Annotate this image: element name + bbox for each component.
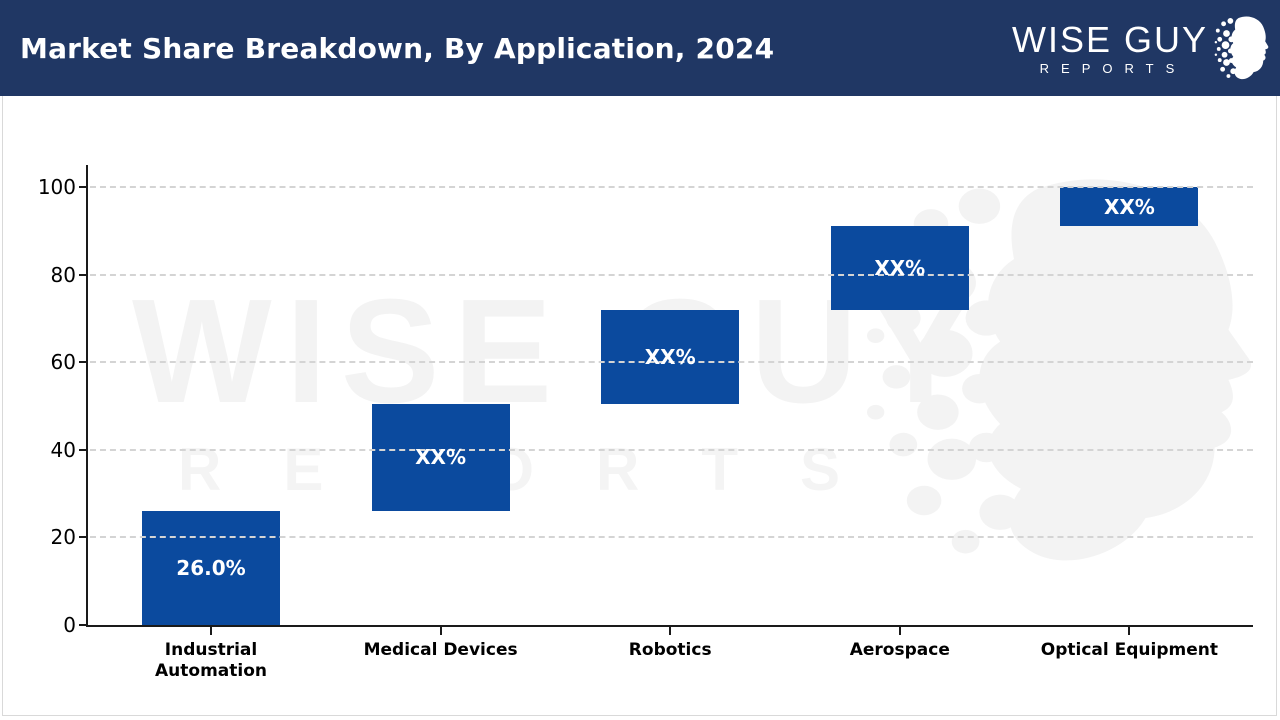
bar: XX% — [601, 309, 740, 404]
y-tick-label: 0 — [63, 613, 76, 637]
x-tick — [1128, 627, 1131, 635]
y-tick-label: 80 — [50, 262, 76, 287]
brand-subtitle: REPORTS — [1039, 60, 1187, 76]
page-border-bottom — [2, 715, 1277, 716]
watermark-text: WISE GUY — [132, 269, 985, 434]
x-tick — [898, 627, 901, 635]
gridline — [90, 361, 1253, 364]
gridline — [90, 448, 1253, 451]
bar-value-label: 26.0% — [176, 556, 246, 581]
x-axis-line — [86, 625, 1253, 627]
wiseguy-head-icon — [1214, 16, 1269, 80]
y-tick-label: 40 — [50, 437, 76, 462]
y-tick — [79, 448, 87, 451]
bar: 26.0% — [142, 511, 280, 625]
bar-value-label: XX% — [874, 256, 926, 281]
x-tick-label: Aerospace — [849, 640, 950, 660]
x-tick — [439, 627, 442, 635]
page-border-left — [2, 96, 3, 716]
gridline — [90, 186, 1253, 188]
y-tick — [79, 186, 87, 188]
page-title: Market Share Breakdown, By Application, … — [20, 31, 775, 65]
bar-value-label: XX% — [415, 445, 467, 470]
y-tick — [79, 536, 87, 539]
bar-value-label: XX% — [644, 344, 696, 369]
x-tick-label: Optical Equipment — [1040, 640, 1218, 660]
y-axis-line — [86, 165, 88, 627]
bar: XX% — [1060, 187, 1199, 227]
bar: XX% — [371, 403, 510, 512]
header: Market Share Breakdown, By Application, … — [0, 0, 1280, 96]
y-tick-label: 60 — [50, 350, 76, 375]
x-tick — [669, 627, 672, 635]
gridline — [90, 536, 1253, 539]
brand-name: WISE GUY — [1011, 18, 1208, 60]
bar: XX% — [830, 226, 969, 310]
y-tick-label: 20 — [50, 525, 76, 550]
bar-value-label: XX% — [1103, 194, 1155, 219]
x-tick-label: Industrial Automation — [155, 640, 267, 681]
brand-logo: WISE GUY REPORTS — [1012, 0, 1270, 96]
page-border-right — [1276, 96, 1277, 716]
x-tick — [210, 627, 212, 635]
x-tick-label: Medical Devices — [363, 640, 518, 660]
gridline — [90, 273, 1253, 276]
y-tick-label: 100 — [37, 175, 76, 199]
y-tick — [79, 273, 87, 276]
y-tick — [79, 361, 87, 364]
x-tick-label: Robotics — [628, 640, 712, 660]
y-tick — [79, 624, 87, 626]
